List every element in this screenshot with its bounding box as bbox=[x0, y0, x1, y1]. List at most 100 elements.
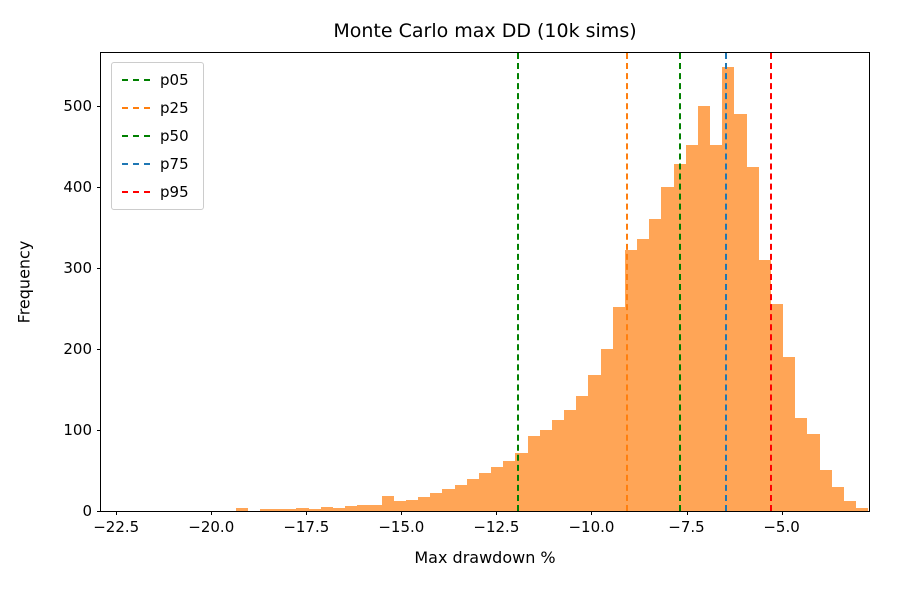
x-tick-mark bbox=[686, 511, 688, 515]
legend-dashed-line-icon bbox=[122, 135, 150, 137]
x-tick-label: −7.5 bbox=[668, 518, 705, 536]
histogram-bar bbox=[284, 509, 297, 511]
legend-dashed-line-icon bbox=[122, 79, 150, 81]
histogram-bar bbox=[576, 395, 589, 511]
histogram-bar bbox=[491, 467, 504, 511]
x-tick-label: −5.0 bbox=[763, 518, 800, 536]
histogram-bar bbox=[710, 144, 723, 511]
y-tick-label: 400 bbox=[63, 177, 92, 196]
x-tick-mark bbox=[211, 511, 213, 515]
histogram-bar bbox=[831, 486, 844, 511]
x-tick-label: −15.0 bbox=[378, 518, 425, 536]
histogram-bar bbox=[381, 496, 394, 511]
x-tick-mark bbox=[401, 511, 403, 515]
legend-dashed-line-icon bbox=[122, 191, 150, 193]
legend-entry-p95: p95 bbox=[122, 183, 189, 201]
y-tick-label: 100 bbox=[63, 420, 92, 439]
histogram-bar bbox=[405, 499, 419, 511]
histogram-bar bbox=[320, 506, 333, 511]
histogram-bar bbox=[332, 507, 346, 511]
histogram-bar bbox=[393, 501, 406, 511]
histogram-bar bbox=[600, 348, 613, 511]
histogram-bar bbox=[661, 186, 674, 511]
percentile-line-p05 bbox=[517, 53, 520, 511]
percentile-line-p75 bbox=[724, 53, 727, 511]
histogram-bar bbox=[795, 417, 808, 511]
histogram-bar bbox=[612, 306, 625, 511]
percentile-line-p50 bbox=[678, 53, 681, 511]
histogram-bar bbox=[783, 356, 796, 511]
histogram-bar bbox=[308, 508, 321, 511]
x-tick-mark bbox=[306, 511, 308, 515]
yticks-layer: 0 100 200 300 400 500 bbox=[63, 53, 869, 520]
histogram-bar bbox=[564, 409, 577, 511]
plot-area: −22.5 −20.0 −17.5 −15.0 −12.5 −10.0 −7.5 −5.0 0… bbox=[63, 52, 870, 536]
histogram-bar bbox=[637, 239, 650, 511]
histogram-bar bbox=[345, 506, 358, 511]
bars-layer bbox=[101, 53, 869, 511]
chart-title: Monte Carlo max DD (10k sims) bbox=[333, 20, 637, 42]
y-tick-label: 500 bbox=[63, 96, 92, 115]
x-tick-label: −10.0 bbox=[568, 518, 615, 536]
histogram-bar bbox=[357, 505, 370, 511]
histogram-bar bbox=[369, 504, 382, 511]
legend-label: p95 bbox=[160, 183, 189, 201]
y-tick-label: 0 bbox=[82, 502, 92, 520]
y-tick-mark bbox=[97, 429, 101, 431]
legend: p05 p25 p50 p75 p95 bbox=[111, 62, 204, 210]
histogram-bar bbox=[272, 508, 285, 511]
legend-label: p75 bbox=[160, 155, 189, 173]
x-tick-label: −22.5 bbox=[93, 518, 140, 536]
histogram-bar bbox=[503, 460, 516, 511]
y-axis-label: Frequency bbox=[14, 240, 34, 324]
legend-entry-p75: p75 bbox=[122, 155, 189, 173]
x-tick-mark bbox=[496, 511, 498, 515]
histogram-bar bbox=[588, 374, 601, 511]
histogram-bar bbox=[235, 507, 248, 511]
legend-entry-p25: p25 bbox=[122, 99, 189, 117]
histogram-bar bbox=[819, 470, 832, 511]
percentile-line-p25 bbox=[625, 53, 628, 511]
x-tick-label: −20.0 bbox=[188, 518, 235, 536]
histogram-bar bbox=[856, 507, 869, 511]
y-tick-mark bbox=[97, 348, 101, 350]
legend-label: p25 bbox=[160, 99, 189, 117]
legend-dashed-line-icon bbox=[122, 107, 150, 109]
histogram-bar bbox=[770, 304, 784, 511]
histogram-bar bbox=[296, 507, 309, 511]
legend-entry-p50: p50 bbox=[122, 127, 189, 145]
histogram-bar bbox=[843, 501, 857, 511]
histogram-bar bbox=[527, 436, 540, 511]
y-tick-label: 200 bbox=[63, 339, 92, 358]
legend-label: p50 bbox=[160, 127, 189, 145]
x-tick-label: −12.5 bbox=[473, 518, 520, 536]
y-tick-label: 300 bbox=[63, 258, 92, 277]
histogram-bar bbox=[758, 259, 771, 511]
x-tick-label: −17.5 bbox=[283, 518, 330, 536]
histogram-bar bbox=[746, 166, 759, 511]
vlines-layer bbox=[101, 53, 869, 511]
histogram-bar bbox=[649, 219, 662, 511]
legend-entry-p05: p05 bbox=[122, 71, 189, 89]
legend-dashed-line-icon bbox=[122, 163, 150, 165]
histogram-bar bbox=[551, 420, 565, 511]
xticks-layer: −22.5 −20.0 −17.5 −15.0 −12.5 −10.0 −7.5 −5.0 bbox=[93, 53, 869, 536]
y-tick-mark bbox=[97, 186, 101, 188]
histogram-bar bbox=[259, 509, 273, 511]
y-tick-mark bbox=[97, 105, 101, 107]
x-axis-label: Max drawdown % bbox=[414, 548, 556, 567]
y-tick-mark bbox=[97, 511, 101, 512]
percentile-line-p95 bbox=[770, 53, 773, 511]
histogram-bar bbox=[685, 144, 698, 511]
x-tick-mark bbox=[781, 511, 783, 515]
histogram-bar bbox=[478, 472, 492, 511]
histogram-bar bbox=[418, 497, 431, 511]
histogram-bar bbox=[697, 105, 711, 511]
x-tick-mark bbox=[116, 511, 118, 515]
legend-label: p05 bbox=[160, 71, 189, 89]
histogram-bar bbox=[442, 489, 455, 511]
histogram-bar bbox=[539, 429, 552, 511]
y-tick-mark bbox=[97, 267, 101, 269]
histogram-bar bbox=[430, 493, 443, 511]
